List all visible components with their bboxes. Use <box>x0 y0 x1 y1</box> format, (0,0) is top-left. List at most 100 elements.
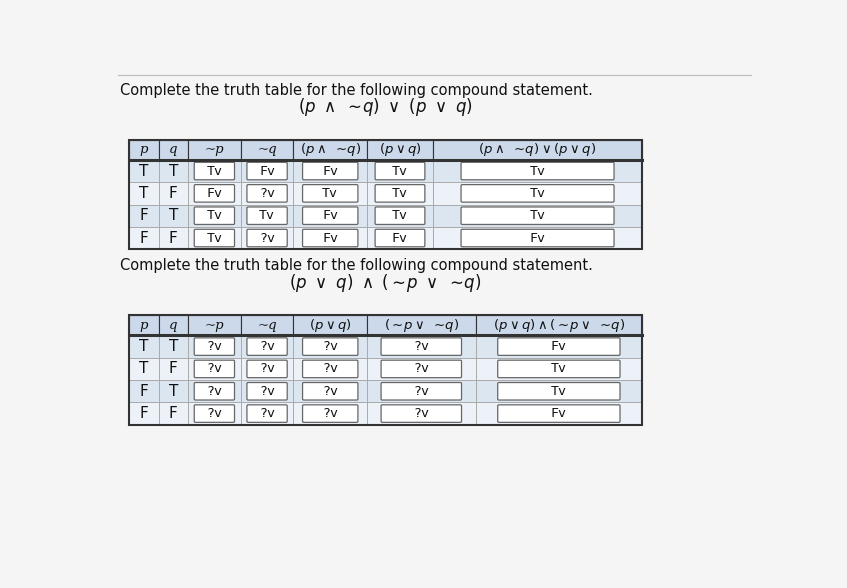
FancyBboxPatch shape <box>302 338 358 355</box>
Text: Fv: Fv <box>322 165 338 178</box>
Text: ?v: ?v <box>322 385 338 397</box>
Text: ~q: ~q <box>257 319 277 332</box>
Text: p: p <box>140 143 148 156</box>
Text: Fv: Fv <box>207 187 223 200</box>
Bar <box>188 335 241 358</box>
Bar <box>241 182 293 205</box>
Bar <box>367 358 475 380</box>
Bar <box>188 315 241 335</box>
FancyBboxPatch shape <box>247 338 287 355</box>
Bar <box>129 402 642 425</box>
FancyBboxPatch shape <box>375 185 425 202</box>
Text: ?v: ?v <box>259 187 275 200</box>
Bar <box>129 205 642 227</box>
FancyBboxPatch shape <box>194 185 235 202</box>
FancyBboxPatch shape <box>194 360 235 377</box>
Text: Complete the truth table for the following compound statement.: Complete the truth table for the followi… <box>119 259 593 273</box>
Text: ~p: ~p <box>205 319 224 332</box>
Bar <box>367 402 475 425</box>
Bar <box>367 205 433 227</box>
FancyBboxPatch shape <box>302 405 358 422</box>
Text: Tv: Tv <box>392 209 408 222</box>
Bar <box>158 160 188 182</box>
Text: $(p\vee q)$: $(p\vee q)$ <box>379 141 422 158</box>
Bar <box>158 182 188 205</box>
Bar <box>129 315 158 335</box>
Bar <box>241 380 293 402</box>
FancyBboxPatch shape <box>247 383 287 400</box>
Text: q: q <box>169 319 178 332</box>
Text: T: T <box>139 339 148 354</box>
FancyBboxPatch shape <box>461 185 614 202</box>
FancyBboxPatch shape <box>302 207 358 225</box>
FancyBboxPatch shape <box>375 162 425 180</box>
Bar <box>158 205 188 227</box>
Bar <box>129 358 158 380</box>
FancyBboxPatch shape <box>194 338 235 355</box>
FancyBboxPatch shape <box>247 185 287 202</box>
Text: Tv: Tv <box>207 232 223 245</box>
Bar <box>158 315 188 335</box>
Bar <box>129 182 642 205</box>
FancyBboxPatch shape <box>381 360 462 377</box>
FancyBboxPatch shape <box>194 207 235 225</box>
Text: Fv: Fv <box>392 232 408 245</box>
Bar <box>188 160 241 182</box>
FancyBboxPatch shape <box>302 162 358 180</box>
Text: Fv: Fv <box>322 232 338 245</box>
Bar <box>293 160 367 182</box>
Bar <box>188 205 241 227</box>
Bar <box>158 227 188 249</box>
Bar <box>129 335 642 358</box>
Bar <box>293 205 367 227</box>
Bar <box>188 358 241 380</box>
Bar <box>129 335 158 358</box>
Bar <box>241 205 293 227</box>
Bar <box>188 380 241 402</box>
Text: $(p\ \vee\ q)\ \wedge\ (\sim\!p\ \vee\ \sim\!q)$: $(p\ \vee\ q)\ \wedge\ (\sim\!p\ \vee\ \… <box>290 272 482 293</box>
Bar <box>129 205 158 227</box>
Text: Tv: Tv <box>207 209 223 222</box>
Bar <box>293 182 367 205</box>
Text: T: T <box>139 163 148 179</box>
Bar <box>293 140 367 160</box>
Bar <box>475 380 642 402</box>
Bar <box>129 315 642 425</box>
FancyBboxPatch shape <box>461 229 614 247</box>
FancyBboxPatch shape <box>498 360 620 377</box>
Bar <box>188 402 241 425</box>
Text: F: F <box>169 362 178 376</box>
Text: ?v: ?v <box>259 407 275 420</box>
Text: ?v: ?v <box>259 340 275 353</box>
Bar <box>158 358 188 380</box>
Bar <box>475 402 642 425</box>
Text: $(p\wedge\ \sim\!q)\vee(p\vee q)$: $(p\wedge\ \sim\!q)\vee(p\vee q)$ <box>479 141 596 158</box>
FancyBboxPatch shape <box>498 405 620 422</box>
Text: ~p: ~p <box>205 143 224 156</box>
Bar <box>129 160 642 182</box>
Bar <box>129 402 158 425</box>
Text: Tv: Tv <box>259 209 275 222</box>
Text: $(p\vee q)$: $(p\vee q)$ <box>309 317 352 334</box>
Text: ?v: ?v <box>413 407 429 420</box>
FancyBboxPatch shape <box>461 162 614 180</box>
FancyBboxPatch shape <box>381 405 462 422</box>
Text: ?v: ?v <box>207 362 223 375</box>
FancyBboxPatch shape <box>194 229 235 247</box>
Bar <box>293 227 367 249</box>
Text: F: F <box>169 230 178 246</box>
Bar <box>241 335 293 358</box>
Text: F: F <box>169 406 178 421</box>
Bar <box>129 380 642 402</box>
Bar <box>367 315 475 335</box>
FancyBboxPatch shape <box>247 360 287 377</box>
Text: ?v: ?v <box>259 385 275 397</box>
Text: ?v: ?v <box>413 362 429 375</box>
Bar <box>293 358 367 380</box>
Bar <box>129 140 642 249</box>
Bar <box>129 160 158 182</box>
Bar <box>241 358 293 380</box>
Text: ?v: ?v <box>259 232 275 245</box>
Bar <box>433 160 642 182</box>
Bar <box>367 182 433 205</box>
